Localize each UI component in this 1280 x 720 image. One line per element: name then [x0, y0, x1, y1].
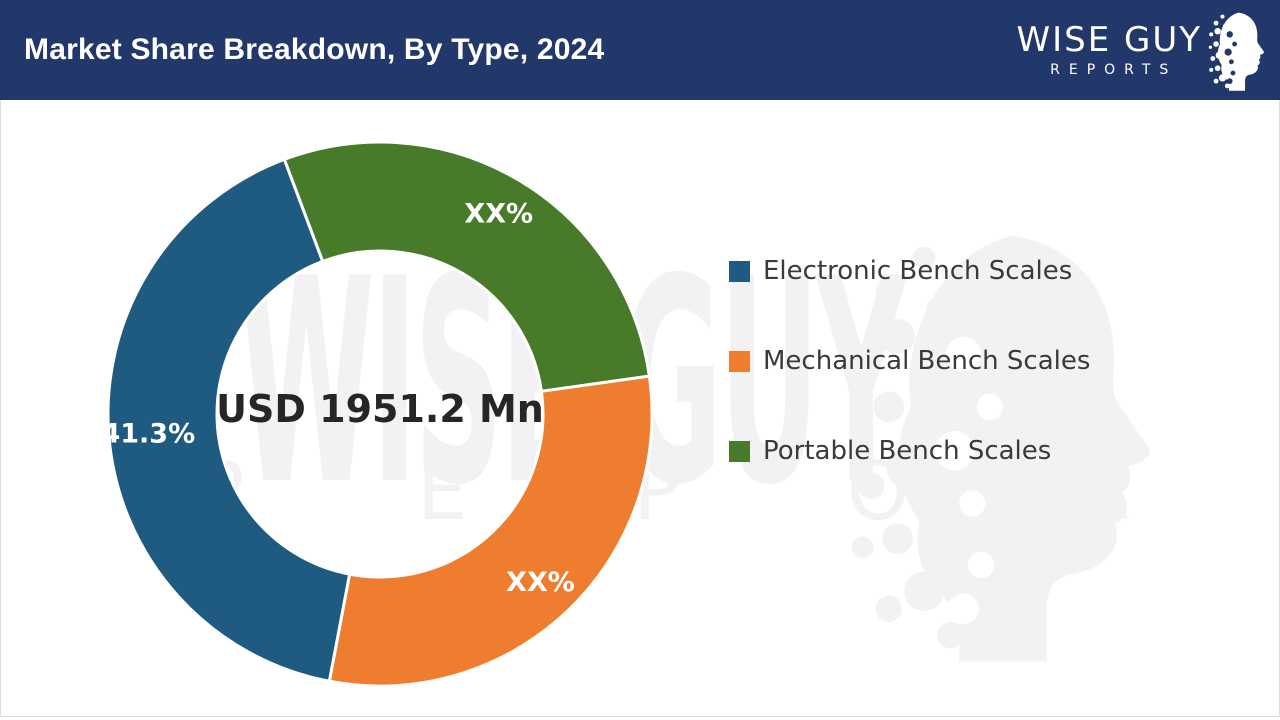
donut-segment-electronic-bench-scales	[106, 157, 352, 683]
legend-item-electronic: Electronic Bench Scales	[729, 256, 1090, 286]
legend-label-portable: Portable Bench Scales	[763, 436, 1052, 466]
brand-logo: WISE GUY REPORTS	[1016, 0, 1280, 100]
legend-label-mechanical: Mechanical Bench Scales	[763, 346, 1091, 376]
legend-swatch-electronic	[729, 260, 750, 282]
header-bar: Market Share Breakdown, By Type, 2024 WI…	[0, 0, 1280, 100]
donut-chart: XX% 41.3% XX%	[101, 140, 654, 688]
brand-logo-line1: WISE GUY	[1016, 20, 1202, 60]
chart-center-value: USD 1951.2 Mn	[216, 387, 544, 431]
donut-segment-mechanical-bench-scales	[327, 374, 654, 688]
legend-swatch-mechanical	[729, 350, 750, 372]
brand-logo-text: WISE GUY REPORTS	[1016, 23, 1202, 77]
brand-logo-line2: REPORTS	[1050, 62, 1178, 78]
segment-percent-label: 41.3%	[101, 419, 195, 450]
legend-swatch-portable	[729, 440, 750, 462]
legend-item-portable: Portable Bench Scales	[729, 436, 1090, 466]
segment-percent-label: XX%	[506, 567, 575, 598]
legend-label-electronic: Electronic Bench Scales	[763, 256, 1073, 286]
brand-logo-face-icon	[1208, 12, 1264, 91]
donut-segment-portable-bench-scales	[282, 140, 651, 393]
legend-item-mechanical: Mechanical Bench Scales	[729, 346, 1090, 376]
chart-legend: Electronic Bench Scales Mechanical Bench…	[729, 256, 1090, 526]
page-title: Market Share Breakdown, By Type, 2024	[24, 33, 605, 66]
segment-percent-label: XX%	[464, 199, 533, 230]
